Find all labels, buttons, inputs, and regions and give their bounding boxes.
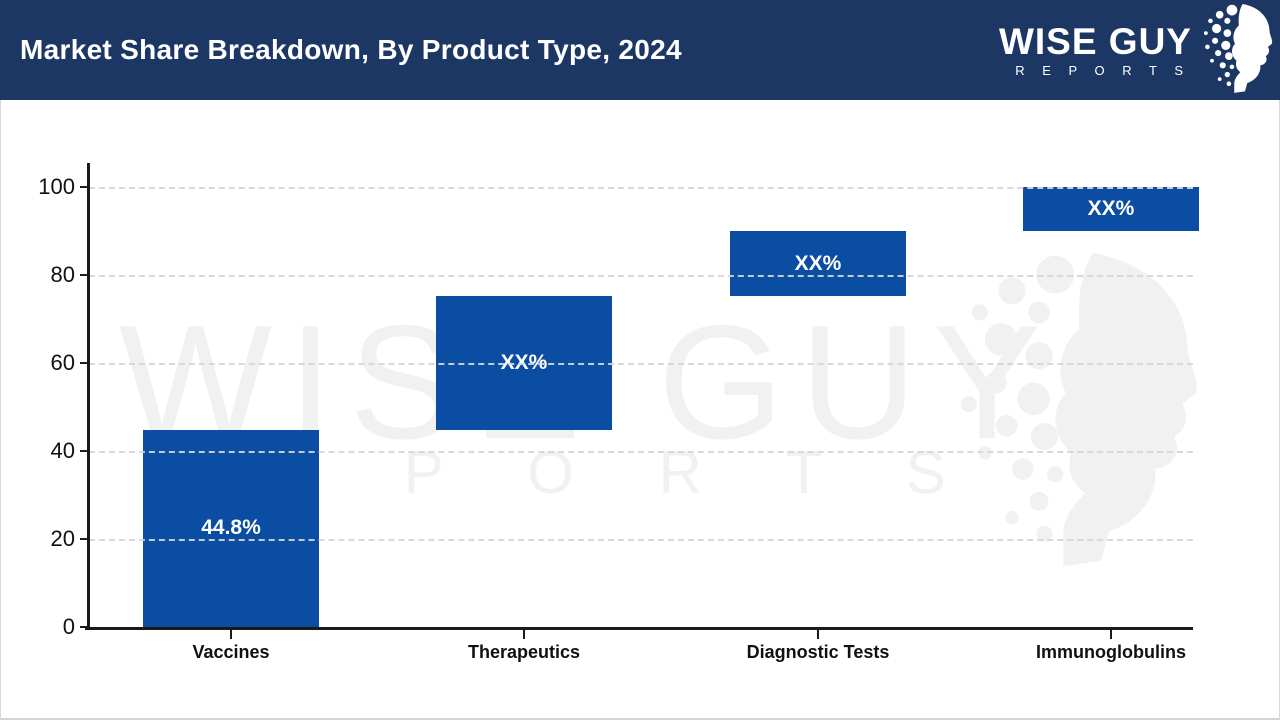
- y-tick-100: [80, 186, 89, 188]
- x-tick-3: [1110, 630, 1112, 639]
- y-tick-label-60: 60: [50, 350, 75, 375]
- brand-logo: WISE GUY R E P O R T S: [999, 0, 1274, 100]
- y-axis-line: [87, 163, 90, 630]
- y-tick-60: [80, 362, 89, 364]
- y-tick-20: [80, 538, 89, 540]
- gridline-60: [89, 363, 1193, 365]
- x-category-label-2: Diagnostic Tests: [746, 642, 890, 662]
- y-tick-label-100: 100: [38, 174, 75, 199]
- dotted-head-icon: [1203, 4, 1273, 93]
- x-axis-line: [85, 627, 1193, 630]
- bar-vaccines: 44.8%: [143, 429, 319, 627]
- x-tick-2: [817, 630, 819, 639]
- y-tick-label-0: 0: [62, 614, 75, 639]
- brand-name: WISE GUY: [998, 20, 1192, 62]
- y-tick-40: [80, 450, 89, 452]
- brand-subname: R E P O R T S: [1015, 62, 1190, 78]
- bar-value-label: XX%: [1087, 197, 1135, 220]
- gridline-40: [89, 451, 1193, 453]
- header-bar: Market Share Breakdown, By Product Type,…: [0, 0, 1280, 100]
- bar-value-label: 44.8%: [201, 516, 261, 540]
- brand-logo-text: WISE GUY R E P O R T S: [999, 23, 1192, 78]
- bar-diagnostic-tests: XX%: [730, 231, 906, 297]
- y-tick-label-40: 40: [50, 438, 75, 463]
- chart-canvas: WISE GUY R E P O R T S 0 20 40 60 80 100 44.8%…: [0, 100, 1280, 720]
- gridline-20: [89, 539, 1193, 541]
- watermark-dotted-head-icon: [956, 253, 1197, 567]
- bar-therapeutics: XX%: [436, 296, 612, 430]
- y-tick-label-20: 20: [50, 526, 75, 551]
- x-tick-1: [523, 630, 525, 639]
- y-tick-80: [80, 274, 89, 276]
- x-category-label-1: Therapeutics: [467, 642, 581, 662]
- y-tick-0: [80, 626, 89, 628]
- bar-value-label: XX%: [500, 350, 548, 374]
- x-category-label-3: Immunoglobulins: [1036, 642, 1186, 662]
- y-tick-label-80: 80: [50, 262, 75, 287]
- page-title: Market Share Breakdown, By Product Type,…: [20, 34, 682, 65]
- x-category-label-0: Vaccines: [192, 642, 270, 662]
- x-tick-0: [230, 630, 232, 639]
- bar-immunoglobulins: XX%: [1023, 187, 1199, 231]
- bar-value-label: XX%: [794, 251, 842, 275]
- gridline-100: [89, 187, 1193, 189]
- gridline-80: [89, 275, 1193, 277]
